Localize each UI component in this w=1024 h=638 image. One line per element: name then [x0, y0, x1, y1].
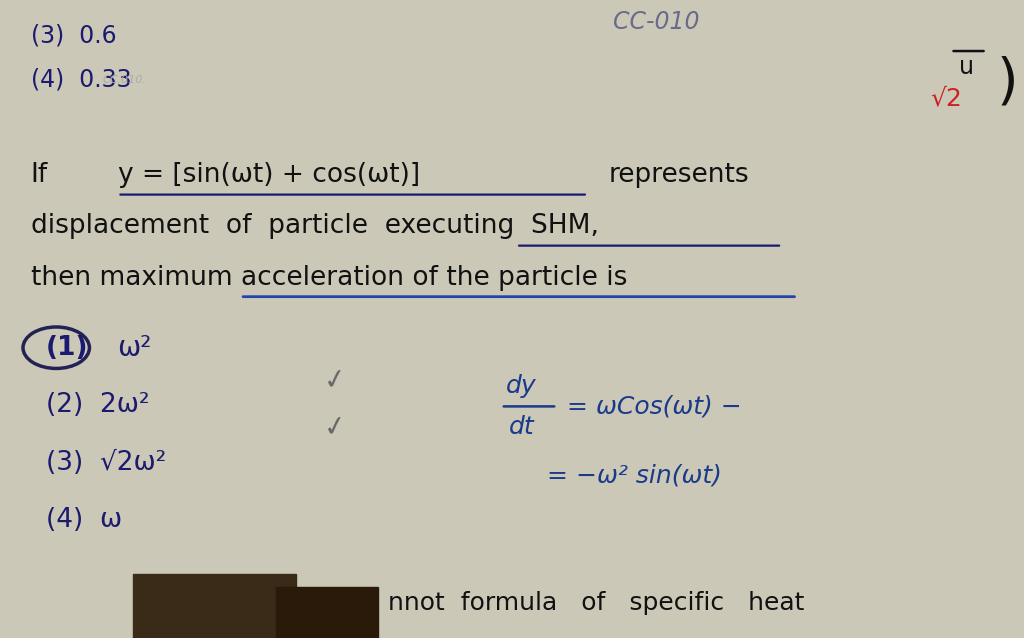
- Text: = ωCos(ωt) −: = ωCos(ωt) −: [567, 394, 742, 419]
- Text: ✓: ✓: [322, 364, 350, 396]
- Text: u: u: [958, 55, 974, 79]
- Text: ✓: ✓: [322, 412, 350, 443]
- Text: y = [sin(ωt) + cos(ωt)]: y = [sin(ωt) + cos(ωt)]: [118, 163, 420, 188]
- Text: dy: dy: [506, 374, 537, 398]
- Text: √2: √2: [930, 87, 963, 111]
- Text: displacement  of  particle  executing  SHM,: displacement of particle executing SHM,: [31, 214, 599, 239]
- Text: ): ): [996, 56, 1018, 110]
- Text: (2)  2ω²: (2) 2ω²: [46, 392, 150, 418]
- Text: represents: represents: [608, 163, 749, 188]
- Text: If: If: [31, 163, 48, 188]
- Text: CC.010.: CC.010.: [102, 75, 146, 85]
- Text: = −ω² sin(ωt): = −ω² sin(ωt): [547, 463, 722, 487]
- Text: (1): (1): [46, 335, 88, 360]
- Text: ω²: ω²: [118, 334, 152, 362]
- Text: (4)  ω: (4) ω: [46, 507, 122, 533]
- Text: (4)  0.33: (4) 0.33: [31, 68, 131, 92]
- Bar: [276, 587, 378, 638]
- Bar: [133, 574, 296, 638]
- Text: (3)  0.6: (3) 0.6: [31, 23, 117, 47]
- Text: nnot  formula   of   specific   heat: nnot formula of specific heat: [388, 591, 805, 615]
- Text: dt: dt: [509, 415, 535, 440]
- Text: CC-010: CC-010: [613, 10, 699, 34]
- Text: (3)  √2ω²: (3) √2ω²: [46, 450, 166, 475]
- Text: then maximum acceleration of the particle is: then maximum acceleration of the particl…: [31, 265, 627, 290]
